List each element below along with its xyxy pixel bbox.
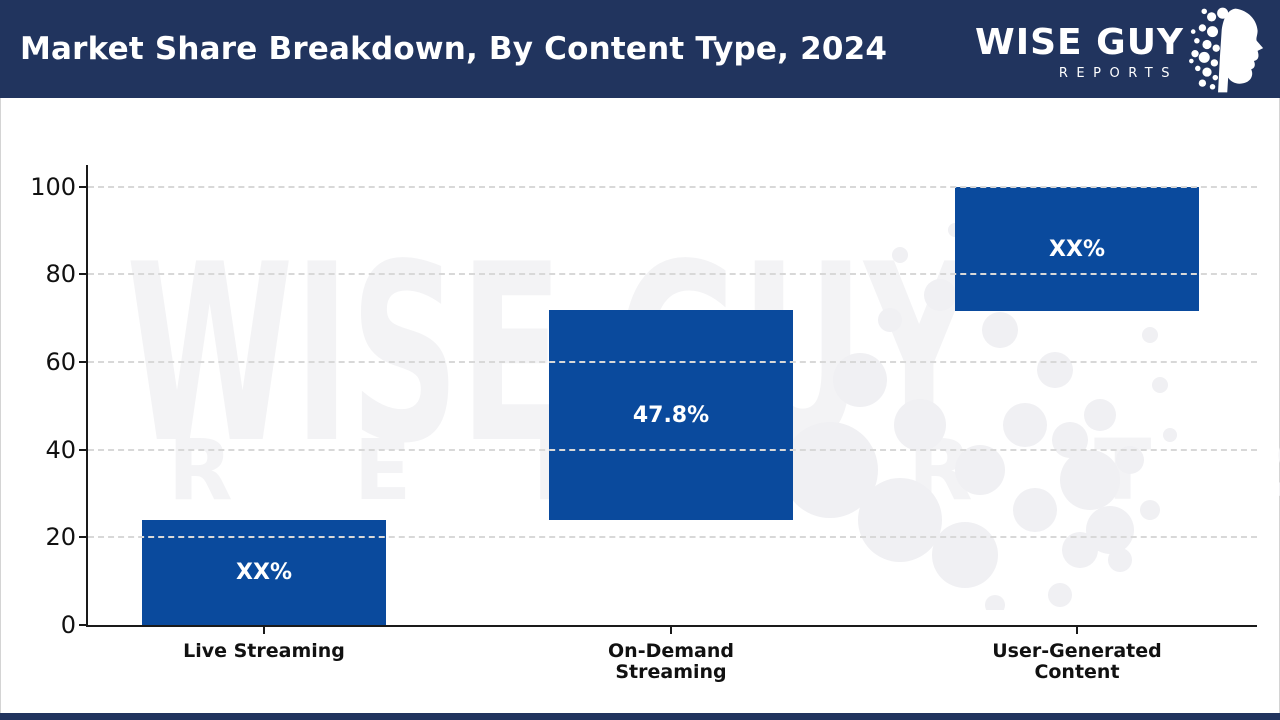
- y-tick-label: 100: [30, 173, 76, 201]
- bar-value-label: 47.8%: [632, 402, 710, 428]
- y-tick: [79, 449, 88, 451]
- page-title: Market Share Breakdown, By Content Type,…: [20, 31, 888, 67]
- y-tick: [79, 624, 88, 626]
- y-tick-label: 80: [45, 260, 76, 288]
- logo-wordmark: WISE GUY: [974, 22, 1184, 63]
- x-axis-line: [86, 625, 1257, 627]
- gridline-60: [88, 361, 1257, 363]
- gridline-80: [88, 273, 1257, 275]
- y-tick-label: 0: [60, 611, 76, 639]
- gridline-100: [88, 186, 1257, 188]
- watermark-face-icon: [782, 223, 1177, 610]
- x-tick: [263, 627, 265, 634]
- logo-subtext: REPORTS: [1058, 66, 1178, 81]
- footer-bar: [0, 713, 1280, 720]
- bar-2: [955, 187, 1199, 311]
- y-tick-label: 60: [45, 348, 76, 376]
- y-tick-label: 40: [45, 436, 76, 464]
- gridline-20: [88, 536, 1257, 538]
- y-tick: [79, 186, 88, 188]
- x-category-label: Live Streaming: [183, 640, 345, 662]
- y-tick-label: 20: [45, 523, 76, 551]
- gridline-40: [88, 449, 1257, 451]
- x-tick: [1076, 627, 1078, 634]
- x-category-label: On-Demand Streaming: [608, 640, 734, 683]
- wiseguy-face-icon: [1189, 7, 1264, 93]
- y-tick: [79, 536, 88, 538]
- x-tick: [670, 627, 672, 634]
- y-tick: [79, 361, 88, 363]
- bar-value-label: XX%: [1049, 236, 1105, 262]
- wiseguy-logo: WISE GUY REPORTS: [975, 0, 1280, 98]
- bar-value-label: XX%: [236, 560, 292, 585]
- y-tick: [79, 273, 88, 275]
- x-category-label: User-Generated Content: [992, 640, 1162, 683]
- y-axis-line: [86, 165, 88, 627]
- bar-1: [549, 310, 793, 520]
- header-bar: Market Share Breakdown, By Content Type,…: [0, 0, 1280, 98]
